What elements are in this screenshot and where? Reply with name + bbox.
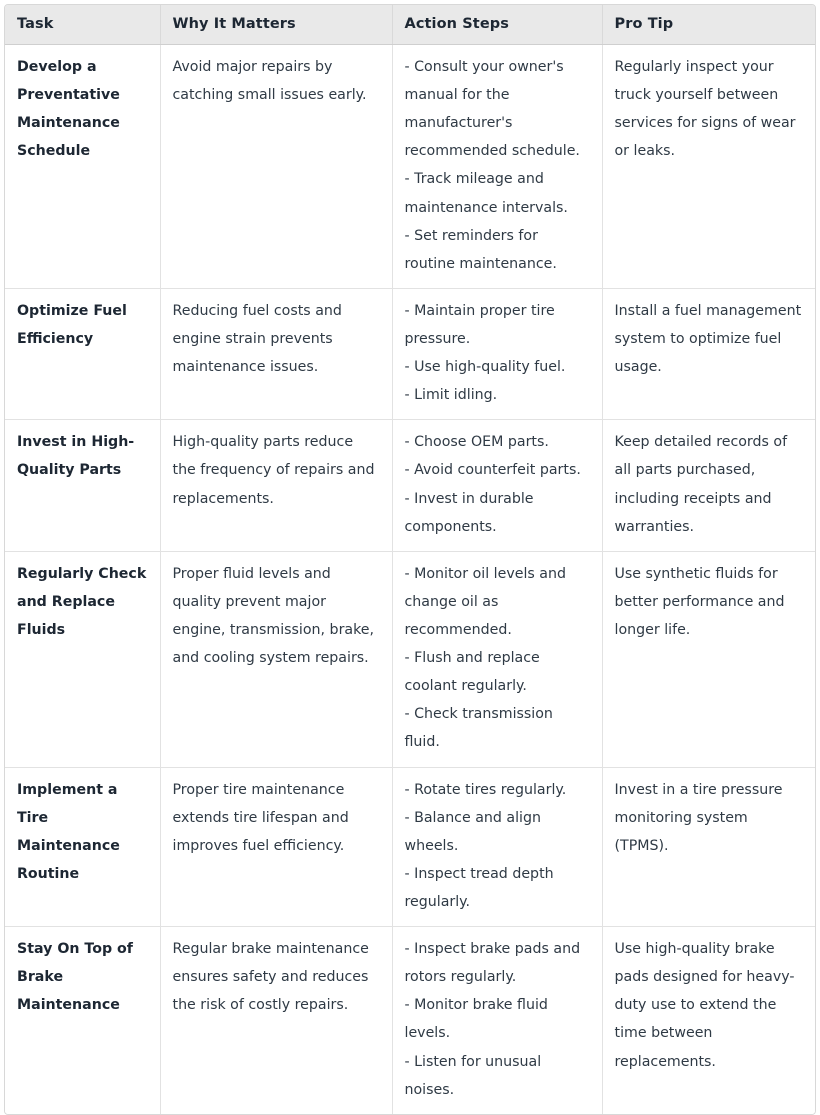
column-header-action-steps: Action Steps bbox=[392, 5, 603, 45]
action-step-line: - Listen for unusual noises. bbox=[404, 1053, 542, 1098]
table-row: Regularly Check and Replace Fluids Proper… bbox=[5, 551, 815, 768]
cell-action-steps: - Consult your owner's manual for the ma… bbox=[392, 44, 603, 289]
cell-task: Invest in High-Quality Parts bbox=[5, 419, 161, 552]
cell-task: Implement a Tire Maintenance Routine bbox=[5, 767, 161, 928]
table-row: Stay On Top of Brake Maintenance Regular … bbox=[5, 926, 815, 1114]
cell-pro-tip: Use synthetic fluids for better performa… bbox=[602, 551, 815, 768]
cell-action-steps: - Rotate tires regularly. - Balance and a… bbox=[392, 767, 603, 928]
column-header-task: Task bbox=[5, 5, 161, 45]
cell-action-steps: - Maintain proper tire pressure. - Use hi… bbox=[392, 288, 603, 421]
column-header-pro-tip: Pro Tip bbox=[602, 5, 815, 45]
action-step-line: - Inspect tread depth regularly. bbox=[404, 865, 554, 910]
table-row: Implement a Tire Maintenance Routine Prop… bbox=[5, 767, 815, 928]
cell-pro-tip: Keep detailed records of all parts purch… bbox=[602, 419, 815, 552]
table-body: Develop a Preventative Maintenance Sched… bbox=[5, 44, 815, 1114]
action-step-line: - Avoid counterfeit parts. bbox=[404, 462, 581, 479]
cell-why-it-matters: Proper fluid levels and quality prevent … bbox=[160, 551, 393, 768]
action-step-line: - Set reminders for routine maintenance. bbox=[404, 227, 557, 272]
column-header-why-it-matters: Why It Matters bbox=[160, 5, 393, 45]
cell-action-steps: - Inspect brake pads and rotors regularl… bbox=[392, 926, 603, 1114]
table-header: Task Why It Matters Action Steps Pro Tip bbox=[5, 5, 815, 45]
table-row: Invest in High-Quality Parts High-quality… bbox=[5, 419, 815, 552]
action-step-line: - Monitor oil levels and change oil as r… bbox=[404, 565, 566, 638]
action-step-line: - Rotate tires regularly. bbox=[404, 781, 567, 798]
cell-action-steps: - Choose OEM parts. - Avoid counterfeit p… bbox=[392, 419, 603, 552]
table-row: Optimize Fuel Efficiency Reducing fuel co… bbox=[5, 288, 815, 421]
cell-task: Develop a Preventative Maintenance Sched… bbox=[5, 44, 161, 289]
action-step-line: - Monitor brake fluid levels. bbox=[404, 997, 548, 1042]
action-step-line: - Balance and align wheels. bbox=[404, 809, 542, 854]
cell-task: Stay On Top of Brake Maintenance bbox=[5, 926, 161, 1114]
cell-pro-tip: Install a fuel management system to opti… bbox=[602, 288, 815, 421]
truck-maintenance-table: Task Why It Matters Action Steps Pro Tip… bbox=[5, 5, 815, 1114]
action-step-line: - Invest in durable components. bbox=[404, 490, 534, 535]
action-step-line: - Choose OEM parts. bbox=[404, 434, 549, 451]
cell-task: Optimize Fuel Efficiency bbox=[5, 288, 161, 421]
table-row: Develop a Preventative Maintenance Sched… bbox=[5, 44, 815, 289]
action-step-line: - Flush and replace coolant regularly. bbox=[404, 650, 540, 695]
header-row: Task Why It Matters Action Steps Pro Tip bbox=[5, 5, 815, 45]
cell-why-it-matters: Reducing fuel costs and engine strain pr… bbox=[160, 288, 393, 421]
action-step-line: - Maintain proper tire pressure. bbox=[404, 302, 555, 347]
action-step-line: - Consult your owner's manual for the ma… bbox=[404, 59, 580, 160]
cell-why-it-matters: High-quality parts reduce the frequency … bbox=[160, 419, 393, 552]
cell-why-it-matters: Regular brake maintenance ensures safety… bbox=[160, 926, 393, 1114]
action-step-line: - Track mileage and maintenance interval… bbox=[404, 171, 568, 216]
maintenance-table-container: Task Why It Matters Action Steps Pro Tip… bbox=[4, 4, 816, 1115]
cell-pro-tip: Use high-quality brake pads designed for… bbox=[602, 926, 815, 1114]
cell-action-steps: - Monitor oil levels and change oil as r… bbox=[392, 551, 603, 768]
cell-why-it-matters: Proper tire maintenance extends tire lif… bbox=[160, 767, 393, 928]
cell-task: Regularly Check and Replace Fluids bbox=[5, 551, 161, 768]
action-step-line: - Use high-quality fuel. bbox=[404, 359, 566, 376]
action-step-line: - Inspect brake pads and rotors regularl… bbox=[404, 941, 581, 986]
cell-pro-tip: Invest in a tire pressure monitoring sys… bbox=[602, 767, 815, 928]
action-step-line: - Check transmission fluid. bbox=[404, 706, 553, 751]
cell-why-it-matters: Avoid major repairs by catching small is… bbox=[160, 44, 393, 289]
cell-pro-tip: Regularly inspect your truck yourself be… bbox=[602, 44, 815, 289]
action-step-line: - Limit idling. bbox=[404, 387, 498, 404]
